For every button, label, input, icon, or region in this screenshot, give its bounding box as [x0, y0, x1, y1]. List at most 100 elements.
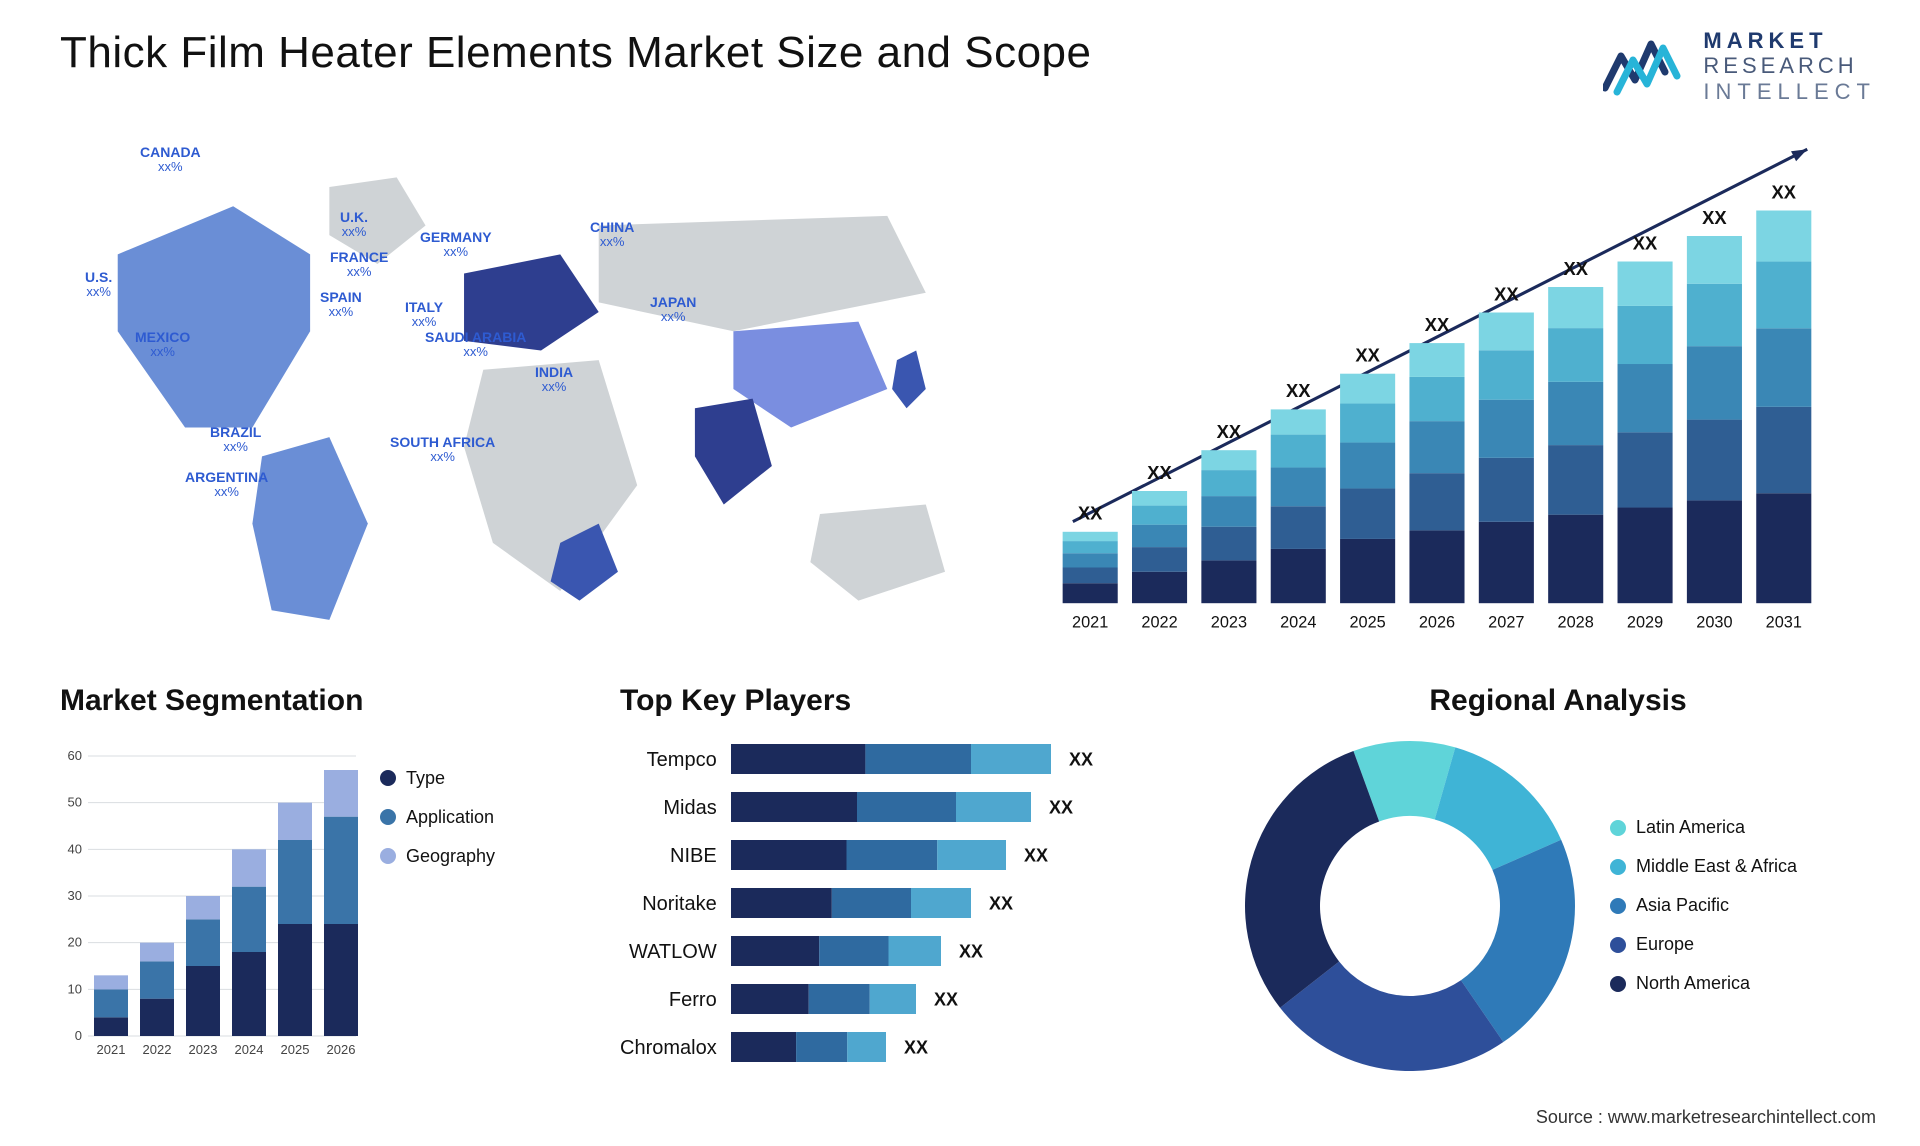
player-bar-seg [846, 840, 937, 870]
legend-dot-icon [380, 770, 396, 786]
map-region-sa [252, 437, 367, 620]
seg-year-label: 2024 [235, 1042, 264, 1057]
seg-bar-seg [186, 896, 220, 919]
forecast-bar-seg [1617, 261, 1672, 305]
player-value-label: XX [959, 941, 983, 961]
player-bar-seg [731, 984, 809, 1014]
players-names: TempcoMidasNIBENoritakeWATLOWFerroChroma… [620, 736, 717, 1076]
map-region-aus [810, 504, 945, 600]
legend-dot-icon [1610, 937, 1626, 953]
forecast-bar-seg [1686, 346, 1741, 419]
regional-title: Regional Analysis [1240, 684, 1876, 718]
seg-bar-seg [232, 887, 266, 952]
forecast-bar-seg [1686, 236, 1741, 284]
forecast-bar-seg [1617, 507, 1672, 603]
player-bar-seg [731, 792, 857, 822]
forecast-year-label: 2029 [1626, 614, 1662, 632]
map-label-japan: JAPANxx% [650, 294, 696, 325]
segmentation-legend: Type Application Geography [380, 736, 495, 1066]
seg-legend-label: Application [406, 807, 494, 828]
legend-dot-icon [1610, 976, 1626, 992]
forecast-bar-seg [1132, 547, 1187, 572]
forecast-bar-label: XX [1355, 344, 1380, 365]
trend-arrow-head [1791, 149, 1807, 161]
player-bar-seg [731, 840, 847, 870]
forecast-bar-seg [1062, 567, 1117, 583]
header: Thick Film Heater Elements Market Size a… [60, 28, 1876, 104]
seg-ytick: 60 [68, 748, 82, 763]
forecast-bar-seg [1062, 541, 1117, 553]
forecast-bar-seg [1270, 506, 1325, 549]
seg-ytick: 0 [75, 1028, 82, 1043]
player-value-label: XX [1024, 845, 1048, 865]
segmentation-title: Market Segmentation [60, 684, 580, 718]
logo-mark-icon [1603, 34, 1691, 98]
forecast-bar-label: XX [1563, 258, 1588, 279]
forecast-bar-label: XX [1147, 462, 1172, 483]
forecast-bar-seg [1340, 374, 1395, 404]
row-top: CANADAxx%U.S.xx%MEXICOxx%BRAZILxx%ARGENT… [60, 134, 1876, 644]
map-label-spain: SPAINxx% [320, 289, 362, 320]
map-region-japan [892, 350, 926, 408]
seg-bar-seg [324, 817, 358, 924]
seg-year-label: 2025 [281, 1042, 310, 1057]
forecast-bar-seg [1409, 421, 1464, 473]
forecast-bar-seg [1548, 445, 1603, 515]
map-label-germany: GERMANYxx% [420, 229, 492, 260]
player-bar-seg [731, 888, 832, 918]
seg-legend-label: Type [406, 768, 445, 789]
seg-legend-item: Geography [380, 846, 495, 867]
seg-legend-item: Type [380, 768, 495, 789]
player-bar-seg [847, 1032, 886, 1062]
player-bar-seg [731, 936, 819, 966]
forecast-bar-chart: XX2021XX2022XX2023XX2024XX2025XX2026XX20… [1024, 134, 1876, 644]
forecast-bar-seg [1270, 434, 1325, 467]
map-label-saudi-arabia: SAUDI ARABIAxx% [425, 329, 526, 360]
player-bar-seg [888, 936, 941, 966]
forecast-bar-seg [1201, 527, 1256, 561]
seg-year-label: 2021 [97, 1042, 126, 1057]
forecast-bar-label: XX [1216, 421, 1241, 442]
segmentation-panel: Market Segmentation 01020304050602021202… [60, 684, 580, 1114]
seg-bar-seg [94, 989, 128, 1017]
seg-year-label: 2023 [189, 1042, 218, 1057]
forecast-bar-seg [1548, 382, 1603, 445]
seg-bar-seg [232, 849, 266, 886]
forecast-bar-seg [1340, 539, 1395, 603]
logo: MARKET RESEARCH INTELLECT [1603, 28, 1876, 104]
map-region-ru [599, 216, 926, 331]
forecast-bar-seg [1201, 470, 1256, 496]
forecast-bar-label: XX [1077, 502, 1102, 523]
forecast-bar-seg [1201, 496, 1256, 527]
player-bar-seg [819, 936, 888, 966]
forecast-bar-seg [1686, 419, 1741, 500]
map-label-italy: ITALYxx% [405, 299, 443, 330]
donut-slice [1245, 751, 1379, 1008]
player-bar-seg [796, 1032, 847, 1062]
region-legend-label: Asia Pacific [1636, 895, 1729, 916]
forecast-bar-seg [1478, 458, 1533, 522]
forecast-bar-seg [1756, 210, 1811, 261]
forecast-bar-seg [1340, 403, 1395, 442]
seg-ytick: 40 [68, 841, 82, 856]
map-region-india [695, 399, 772, 505]
forecast-bar-seg [1132, 525, 1187, 547]
forecast-chart-panel: XX2021XX2022XX2023XX2024XX2025XX2026XX20… [1024, 134, 1876, 644]
map-label-south-africa: SOUTH AFRICAxx% [390, 434, 495, 465]
forecast-year-label: 2021 [1072, 614, 1108, 632]
forecast-year-label: 2022 [1141, 614, 1177, 632]
legend-dot-icon [1610, 859, 1626, 875]
players-panel: Top Key Players TempcoMidasNIBENoritakeW… [620, 684, 1200, 1114]
player-bar-seg [832, 888, 911, 918]
player-bar-seg [731, 744, 865, 774]
forecast-year-label: 2030 [1696, 614, 1732, 632]
region-legend-label: North America [1636, 973, 1750, 994]
seg-bar-seg [186, 919, 220, 966]
forecast-bar-seg [1686, 500, 1741, 603]
seg-ytick: 20 [68, 935, 82, 950]
map-label-france: FRANCExx% [330, 249, 388, 280]
segmentation-bar-chart: 0102030405060202120222023202420252026 [60, 736, 360, 1066]
seg-bar-seg [186, 966, 220, 1036]
seg-ytick: 30 [68, 888, 82, 903]
forecast-year-label: 2027 [1488, 614, 1524, 632]
